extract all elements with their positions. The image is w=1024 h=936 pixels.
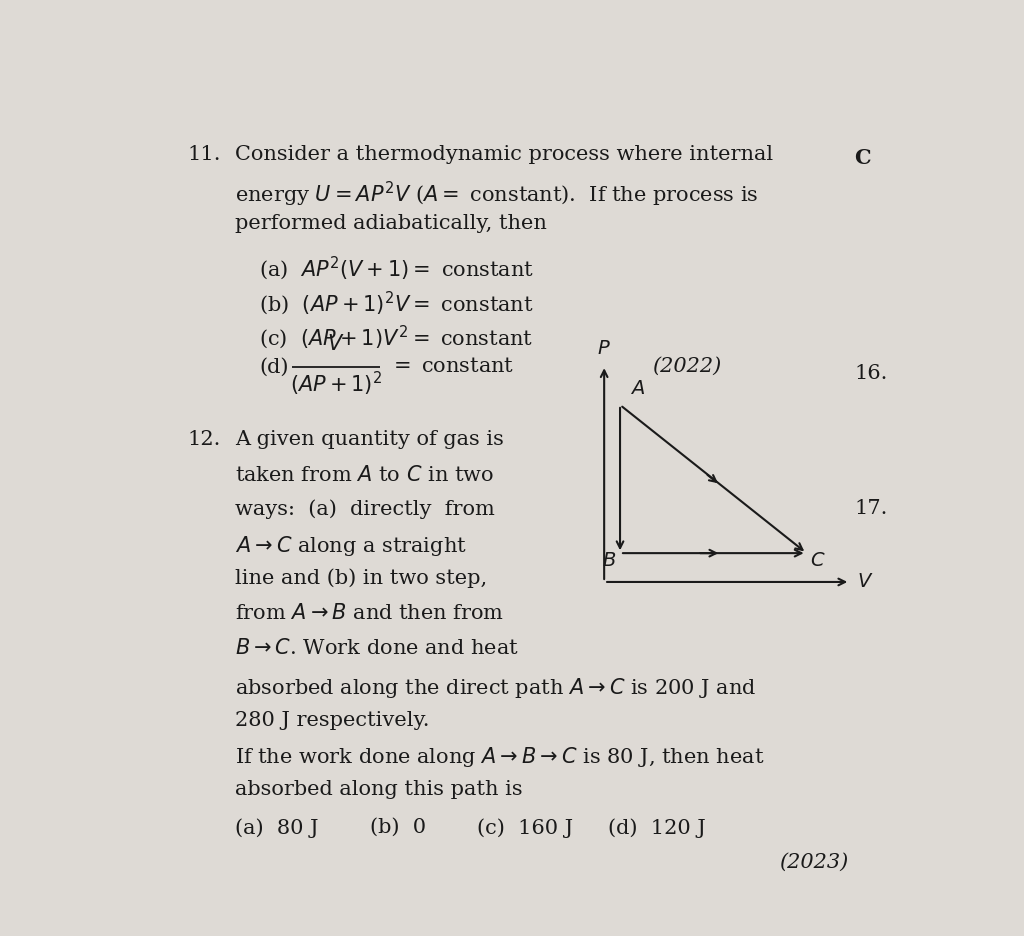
Text: (d)  120 J: (d) 120 J (608, 818, 706, 838)
Text: (b)  $(AP+1)^2V =$ constant: (b) $(AP+1)^2V =$ constant (259, 289, 534, 316)
Text: $P$: $P$ (597, 340, 611, 358)
Text: If the work done along $A \rightarrow B \rightarrow C$ is 80 J, then heat: If the work done along $A \rightarrow B … (236, 745, 765, 769)
Text: $(AP+1)^2$: $(AP+1)^2$ (290, 370, 382, 398)
Text: (2023): (2023) (778, 853, 848, 871)
Text: C: C (854, 149, 870, 168)
Text: 11.: 11. (187, 145, 221, 164)
Text: $V$: $V$ (856, 573, 873, 591)
Text: performed adiabatically, then: performed adiabatically, then (236, 214, 547, 233)
Text: (a)  80 J: (a) 80 J (236, 818, 318, 838)
Text: $A \rightarrow C$ along a straight: $A \rightarrow C$ along a straight (236, 534, 467, 558)
Text: absorbed along this path is: absorbed along this path is (236, 780, 523, 798)
Text: $V$: $V$ (328, 334, 345, 355)
Text: $A$: $A$ (630, 380, 644, 398)
Text: ways:  (a)  directly  from: ways: (a) directly from (236, 499, 495, 519)
Text: 16.: 16. (854, 364, 888, 383)
Text: Consider a thermodynamic process where internal: Consider a thermodynamic process where i… (236, 145, 773, 164)
Text: (c)  $(AP+1)V^2 =$ constant: (c) $(AP+1)V^2 =$ constant (259, 324, 534, 351)
Text: $B \rightarrow C$. Work done and heat: $B \rightarrow C$. Work done and heat (236, 637, 519, 658)
Text: energy $U = AP^{2}V$ ($A =$ constant).  If the process is: energy $U = AP^{2}V$ ($A =$ constant). I… (236, 180, 759, 209)
Text: (d): (d) (259, 358, 289, 377)
Text: $C$: $C$ (811, 551, 826, 570)
Text: (a)  $AP^2(V+1) =$ constant: (a) $AP^2(V+1) =$ constant (259, 255, 535, 282)
Text: absorbed along the direct path $A \rightarrow C$ is 200 J and: absorbed along the direct path $A \right… (236, 676, 757, 700)
Text: 17.: 17. (854, 499, 888, 519)
Text: from $A \rightarrow B$ and then from: from $A \rightarrow B$ and then from (236, 603, 505, 623)
Text: $= $ constant: $= $ constant (389, 358, 514, 376)
Text: 280 J respectively.: 280 J respectively. (236, 710, 430, 729)
Text: (c)  160 J: (c) 160 J (477, 818, 573, 838)
Text: 12.: 12. (187, 431, 221, 449)
Text: taken from $A$ to $C$ in two: taken from $A$ to $C$ in two (236, 465, 494, 485)
Text: line and (b) in two step,: line and (b) in two step, (236, 568, 487, 588)
Text: A given quantity of gas is: A given quantity of gas is (236, 431, 504, 449)
Text: (b)  0: (b) 0 (370, 818, 426, 837)
Text: (2022): (2022) (652, 358, 721, 376)
Text: $B$: $B$ (602, 551, 616, 570)
